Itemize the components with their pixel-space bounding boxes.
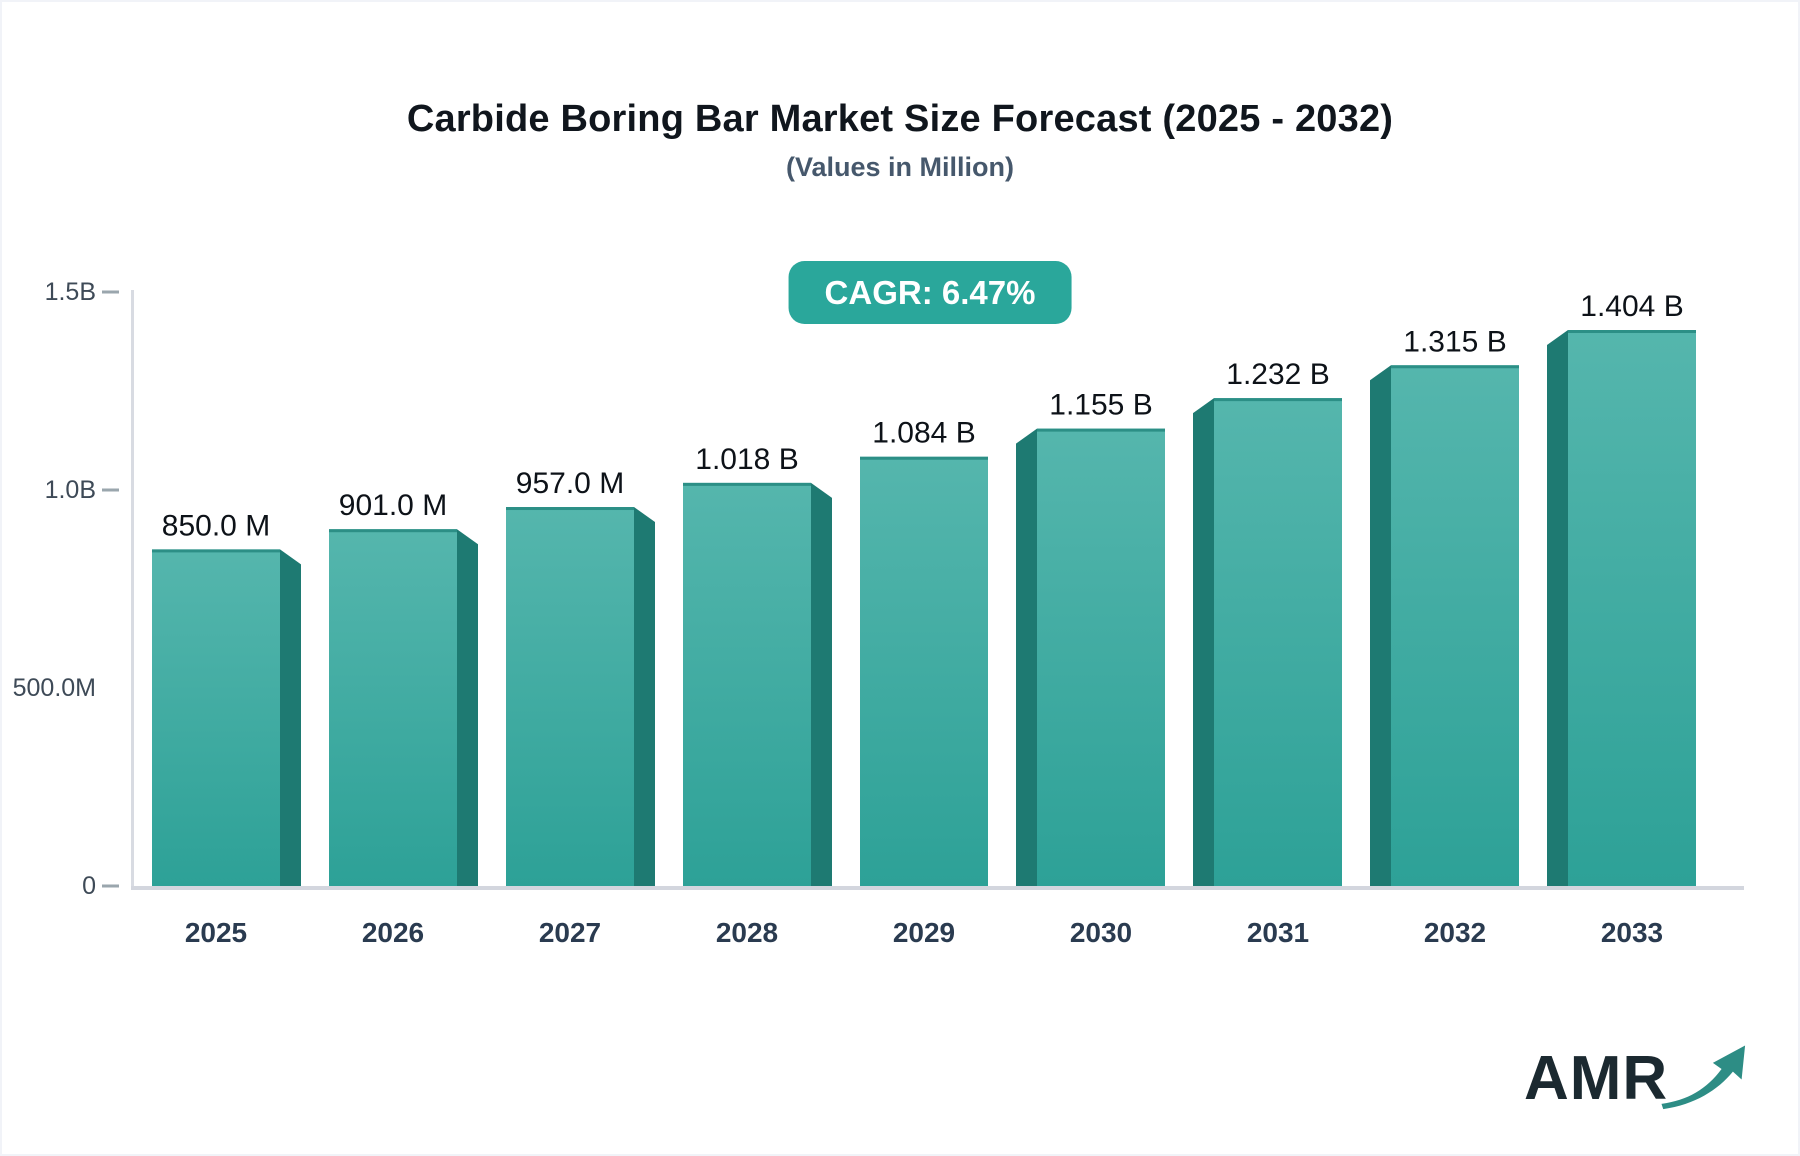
bar-2027: [506, 507, 634, 886]
bar-2031: [1214, 398, 1342, 886]
bar-top-edge: [506, 507, 634, 511]
bar-value-label: 1.018 B: [695, 443, 798, 476]
bar-value-label: 957.0 M: [516, 467, 624, 500]
bar-value-label: 1.315 B: [1403, 325, 1506, 358]
cagr-badge-label: CAGR: 6.47%: [824, 273, 1036, 311]
bar-side-2033: [1547, 330, 1568, 886]
x-axis-label: 2033: [1601, 917, 1663, 948]
bar-side-2032: [1370, 365, 1391, 886]
bar-value-label: 901.0 M: [339, 489, 447, 522]
y-axis-label: 0: [82, 872, 96, 900]
bar-side-2025: [280, 549, 301, 886]
y-tick-dash: [102, 488, 119, 492]
x-axis-label: 2030: [1070, 917, 1132, 948]
bar-2029: [860, 456, 988, 886]
y-axis-label: 1.5B: [45, 278, 96, 306]
cagr-badge: CAGR: 6.47%: [788, 261, 1072, 324]
bar-2030: [1037, 428, 1165, 886]
y-axis-line: [131, 290, 134, 890]
bar-value-label: 850.0 M: [162, 509, 270, 542]
bar-top-edge: [152, 549, 280, 553]
y-axis-label: 500.0M: [13, 674, 96, 702]
bar-2033: [1568, 330, 1696, 886]
y-tick-dash: [102, 290, 119, 294]
bar-side-2026: [457, 529, 478, 886]
bar-2032: [1391, 365, 1519, 886]
bar-top-edge: [683, 482, 811, 486]
bar-side-2030: [1016, 428, 1037, 886]
logo-text: AMR: [1524, 1044, 1669, 1113]
bar-2026: [329, 529, 457, 886]
bar-2028: [683, 482, 811, 886]
bar-top-edge: [1568, 330, 1696, 334]
chart-title: Carbide Boring Bar Market Size Forecast …: [406, 98, 1394, 140]
x-axis-label: 2028: [716, 917, 778, 948]
chart-subtitle: (Values in Million): [785, 152, 1015, 182]
bar-top-edge: [329, 529, 457, 533]
y-axis-label: 1.0B: [45, 476, 96, 504]
x-axis-label: 2026: [362, 917, 424, 948]
bar-value-label: 1.155 B: [1049, 389, 1152, 422]
logo-arrow-icon: [1661, 1045, 1746, 1110]
bar-value-label: 1.084 B: [872, 417, 975, 450]
x-axis-label: 2031: [1247, 917, 1309, 948]
bar-value-label: 1.232 B: [1226, 358, 1329, 391]
x-axis-label: 2025: [185, 917, 247, 948]
x-axis-label: 2027: [539, 917, 601, 948]
bar-side-2027: [634, 507, 655, 886]
y-tick-dash: [102, 884, 119, 888]
bar-top-edge: [860, 456, 988, 460]
bar-value-label: 1.404 B: [1580, 290, 1683, 323]
amr-logo: AMR: [1524, 1024, 1754, 1134]
bar-side-2028: [811, 482, 832, 886]
bar-top-edge: [1391, 365, 1519, 369]
bar-side-2031: [1193, 398, 1214, 886]
x-axis-label: 2032: [1424, 917, 1486, 948]
bar-2025: [152, 549, 280, 886]
bar-top-edge: [1214, 398, 1342, 402]
x-axis-line: [131, 886, 1744, 890]
x-axis-label: 2029: [893, 917, 955, 948]
bar-top-edge: [1037, 428, 1165, 432]
